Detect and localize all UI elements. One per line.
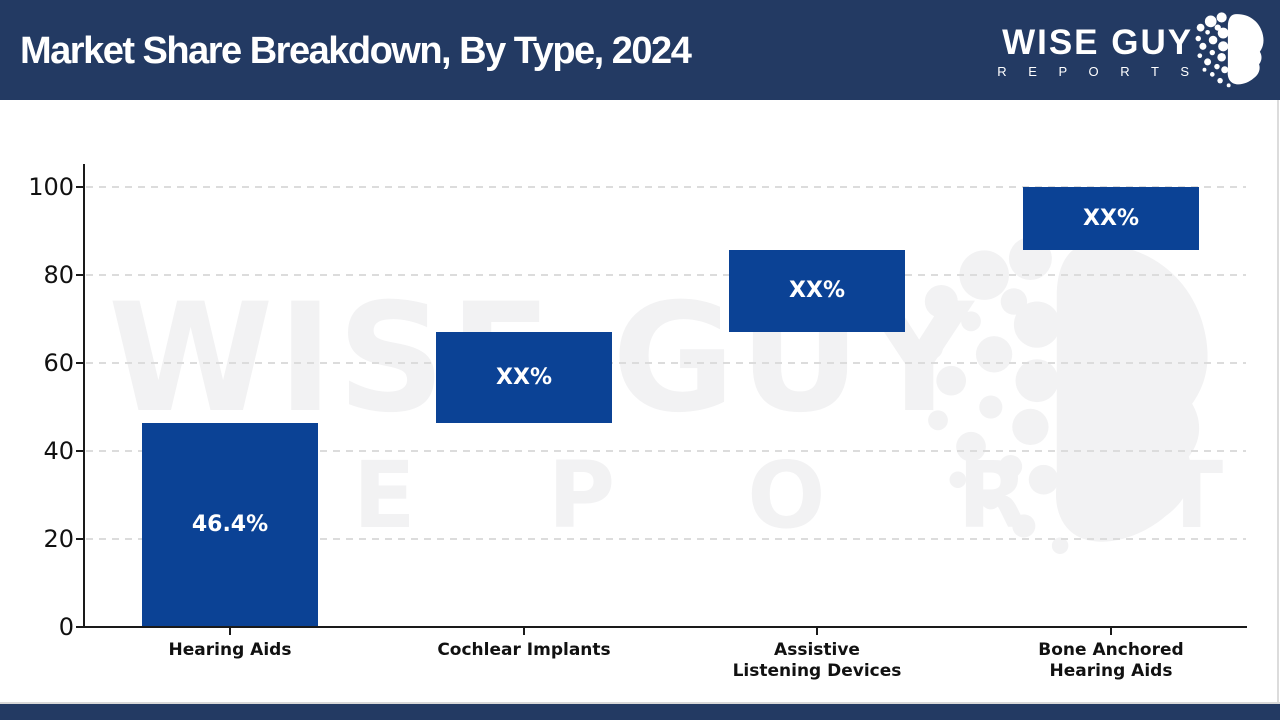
y-tick-label-60: 60 xyxy=(43,349,74,377)
gridline-80 xyxy=(86,274,1246,276)
logo-wordmark: WISE GUY xyxy=(1002,22,1194,62)
y-tick-label-40: 40 xyxy=(43,437,74,465)
bar-value-label-cochlear-implants: XX% xyxy=(496,364,552,390)
y-tick-20 xyxy=(76,538,84,540)
y-tick-0 xyxy=(76,626,84,628)
bar-value-label-assistive-listening-devices: XX% xyxy=(789,278,845,304)
footer-bar xyxy=(0,702,1280,720)
x-category-label-hearing-aids: Hearing Aids xyxy=(168,640,292,660)
x-category-label-bone-anchored-hearing-aids: Bone Anchored Hearing Aids xyxy=(1038,640,1184,681)
y-tick-label-100: 100 xyxy=(28,173,74,201)
brand-logo: WISE GUY R E P O R T S xyxy=(997,8,1270,94)
bar-value-label-bone-anchored-hearing-aids: XX% xyxy=(1083,205,1139,231)
y-tick-80 xyxy=(76,274,84,276)
bar-cochlear-implants: XX% xyxy=(436,331,612,423)
x-tick-cochlear-implants xyxy=(523,628,525,635)
gridline-100 xyxy=(86,186,1246,188)
bar-value-label-hearing-aids: 46.4% xyxy=(191,512,269,538)
x-tick-bone-anchored-hearing-aids xyxy=(1110,628,1112,635)
bar-assistive-listening-devices: XX% xyxy=(729,249,905,332)
x-tick-assistive-listening-devices xyxy=(816,628,818,635)
y-tick-60 xyxy=(76,362,84,364)
gridline-20 xyxy=(86,538,1246,540)
x-category-label-cochlear-implants: Cochlear Implants xyxy=(437,640,611,660)
y-tick-label-80: 80 xyxy=(43,261,74,289)
watermark-head-icon xyxy=(919,237,1208,554)
y-tick-label-0: 0 xyxy=(58,613,74,641)
gridline-40 xyxy=(86,450,1246,452)
x-axis-line xyxy=(83,626,1247,628)
bar-hearing-aids: 46.4% xyxy=(142,422,318,627)
y-tick-label-20: 20 xyxy=(43,525,74,553)
y-tick-100 xyxy=(76,186,84,188)
logo-subtitle: R E P O R T S xyxy=(997,63,1198,79)
page-title: Market Share Breakdown, By Type, 2024 xyxy=(20,30,692,72)
logo-head-icon xyxy=(1195,12,1264,88)
x-tick-hearing-aids xyxy=(229,628,231,635)
gridline-60 xyxy=(86,362,1246,364)
y-axis-line xyxy=(83,164,85,628)
right-edge-divider xyxy=(1277,100,1279,702)
bar-bone-anchored-hearing-aids: XX% xyxy=(1023,187,1199,250)
x-category-label-assistive-listening-devices: Assistive Listening Devices xyxy=(732,640,902,681)
y-tick-40 xyxy=(76,450,84,452)
header-bar: Market Share Breakdown, By Type, 2024 WI… xyxy=(0,0,1280,100)
